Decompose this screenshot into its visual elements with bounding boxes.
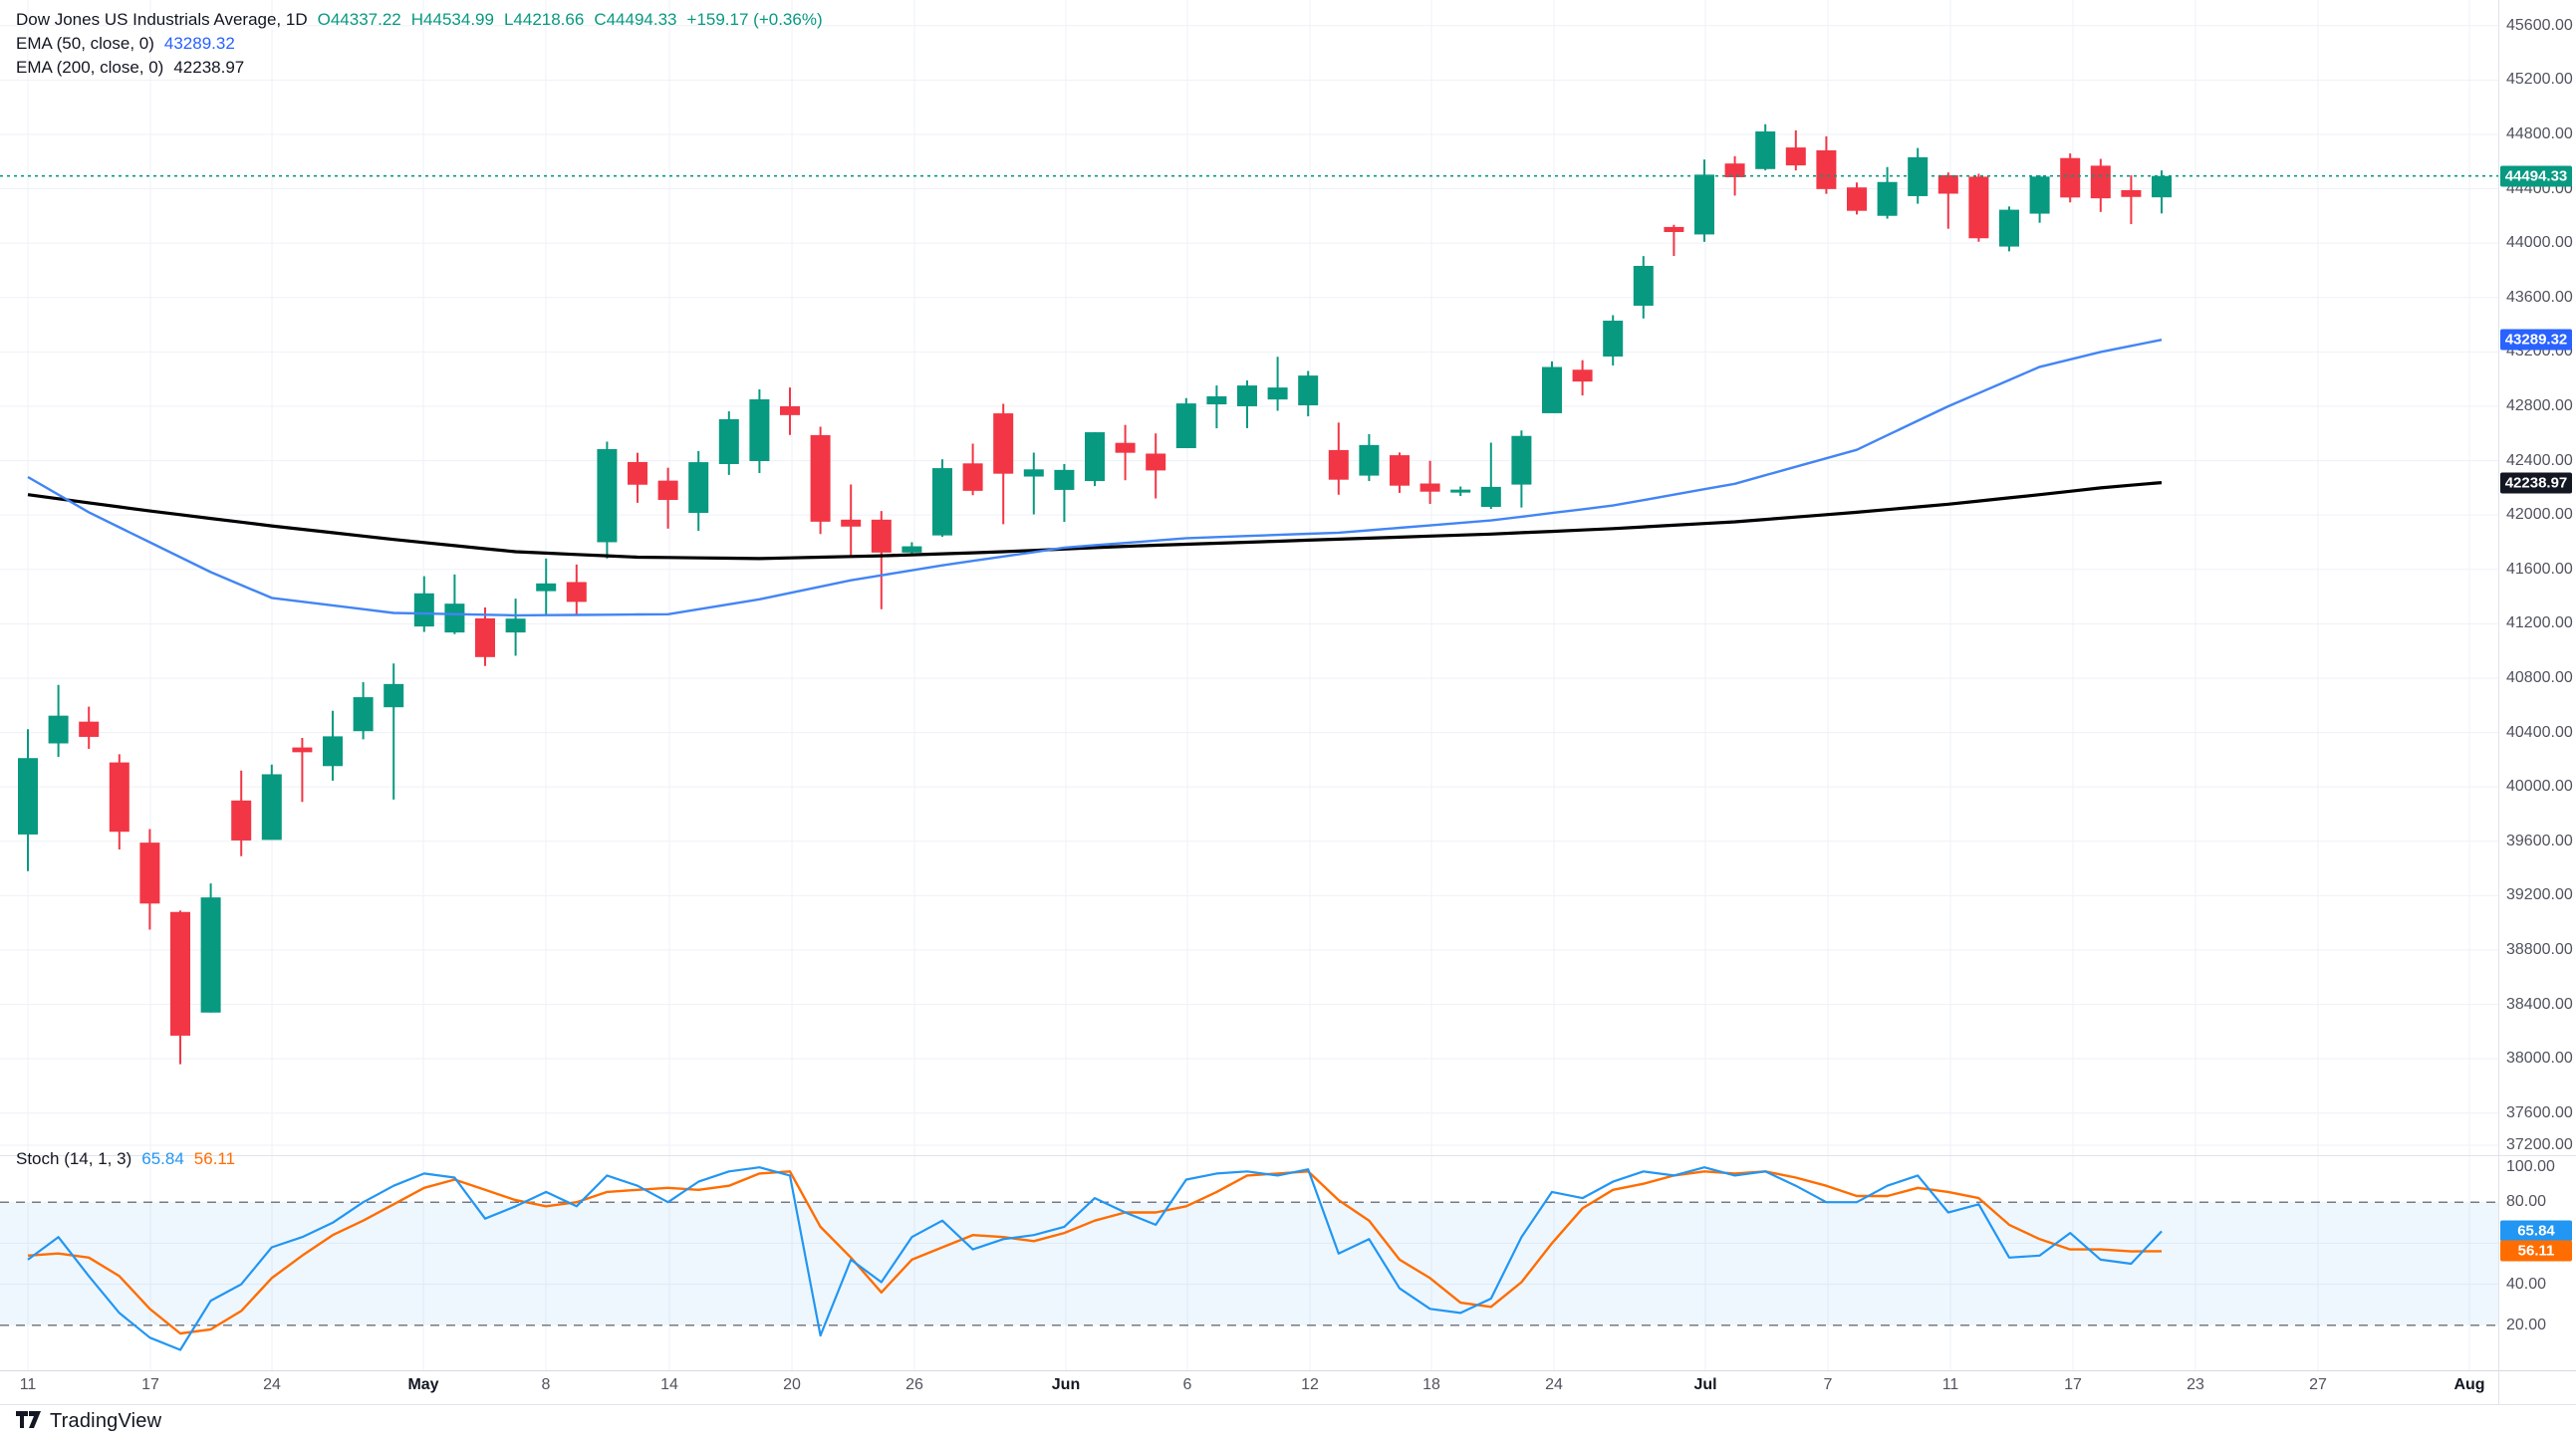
time-axis-label: 18 bbox=[1422, 1376, 1440, 1393]
candlestick-series bbox=[18, 123, 2172, 1065]
time-axis-label: Aug bbox=[2453, 1376, 2485, 1393]
symbol-title: Dow Jones US Industrials Average, 1D bbox=[16, 10, 308, 29]
price-axis-label: 37600.00 bbox=[2506, 1103, 2573, 1121]
ohlc-open: O44337.22 bbox=[317, 10, 401, 29]
price-axis-label: 42000.00 bbox=[2506, 506, 2573, 524]
time-axis-label: 17 bbox=[2064, 1376, 2082, 1393]
ema50-label: EMA (50, close, 0) bbox=[16, 34, 154, 53]
time-axis-label: 11 bbox=[19, 1376, 37, 1393]
chart-legend: Dow Jones US Industrials Average, 1D O44… bbox=[16, 8, 823, 80]
stoch-label: Stoch (14, 1, 3) bbox=[16, 1149, 132, 1168]
time-axis-label: 14 bbox=[660, 1376, 678, 1393]
time-axis-label: Jun bbox=[1051, 1376, 1081, 1393]
ema200-legend-row[interactable]: EMA (200, close, 0) 42238.97 bbox=[16, 56, 823, 80]
price-axis-label: 41600.00 bbox=[2506, 560, 2573, 578]
time-axis-label: 23 bbox=[2187, 1376, 2204, 1393]
tradingview-logo-text: TradingView bbox=[50, 1410, 162, 1432]
time-axis-label: 17 bbox=[141, 1376, 159, 1393]
time-axis-label: 24 bbox=[263, 1376, 281, 1393]
price-axis-label: 42800.00 bbox=[2506, 396, 2573, 414]
stoch-axis-label: 100.00 bbox=[2506, 1158, 2555, 1175]
ema200-label: EMA (200, close, 0) bbox=[16, 58, 164, 77]
price-axis-label: 38000.00 bbox=[2506, 1050, 2573, 1068]
price-badge: 42238.97 bbox=[2500, 472, 2572, 494]
time-axis-label: 11 bbox=[1941, 1376, 1959, 1393]
price-axis-label: 42400.00 bbox=[2506, 451, 2573, 469]
price-badge: 43289.32 bbox=[2500, 329, 2572, 351]
time-axis-label: 20 bbox=[783, 1376, 801, 1393]
stoch-d-value: 56.11 bbox=[193, 1149, 236, 1168]
time-axis-label: Jul bbox=[1693, 1376, 1717, 1393]
gridlines bbox=[0, 0, 2498, 1370]
price-axis-label: 41200.00 bbox=[2506, 614, 2573, 632]
price-axis-label: 39600.00 bbox=[2506, 832, 2573, 849]
tradingview-logo-icon bbox=[16, 1410, 41, 1428]
price-axis-label: 40800.00 bbox=[2506, 668, 2573, 686]
price-scale-separator[interactable] bbox=[2498, 0, 2499, 1404]
time-axis-label: 24 bbox=[1545, 1376, 1563, 1393]
stoch-d-line bbox=[27, 1170, 2163, 1335]
symbol-row[interactable]: Dow Jones US Industrials Average, 1D O44… bbox=[16, 8, 823, 32]
time-axis-label: 8 bbox=[541, 1376, 551, 1393]
stoch-badge: 56.11 bbox=[2500, 1240, 2572, 1262]
price-axis-label: 40000.00 bbox=[2506, 778, 2573, 796]
ema50-value: 43289.32 bbox=[163, 34, 235, 53]
ema200-line bbox=[27, 481, 2163, 561]
ema200-value: 42238.97 bbox=[173, 58, 245, 77]
price-axis-label: 44800.00 bbox=[2506, 124, 2573, 142]
time-axis-label: May bbox=[407, 1376, 439, 1393]
time-axis-label: 27 bbox=[2309, 1376, 2327, 1393]
change-value: +159.17 (+0.36%) bbox=[686, 10, 823, 29]
time-axis-separator bbox=[0, 1370, 2576, 1371]
time-axis-label: 12 bbox=[1301, 1376, 1319, 1393]
ohlc-high: H44534.99 bbox=[410, 10, 494, 29]
stoch-k-value: 65.84 bbox=[141, 1149, 184, 1168]
price-axis-label: 45600.00 bbox=[2506, 16, 2573, 34]
time-axis-label: 26 bbox=[905, 1376, 923, 1393]
pane-separator[interactable] bbox=[0, 1155, 2576, 1156]
stoch-k-line bbox=[27, 1166, 2163, 1351]
price-axis-label: 38400.00 bbox=[2506, 995, 2573, 1013]
footer-separator bbox=[0, 1404, 2576, 1405]
ohlc-close: C44494.33 bbox=[594, 10, 677, 29]
price-axis-label: 40400.00 bbox=[2506, 723, 2573, 741]
price-axis-label: 38800.00 bbox=[2506, 940, 2573, 958]
stoch-axis-label: 20.00 bbox=[2506, 1316, 2547, 1333]
price-badge: 44494.33 bbox=[2500, 165, 2572, 187]
ema50-line bbox=[27, 339, 2163, 617]
price-axis-label: 37200.00 bbox=[2506, 1136, 2573, 1153]
price-axis-label: 43600.00 bbox=[2506, 288, 2573, 306]
stoch-axis-label: 40.00 bbox=[2506, 1275, 2547, 1293]
ema50-legend-row[interactable]: EMA (50, close, 0) 43289.32 bbox=[16, 32, 823, 56]
price-axis-label: 44000.00 bbox=[2506, 234, 2573, 252]
stoch-axis-label: 80.00 bbox=[2506, 1193, 2547, 1211]
stoch-band bbox=[0, 1201, 2498, 1326]
stoch-legend-row[interactable]: Stoch (14, 1, 3) 65.84 56.11 bbox=[16, 1148, 235, 1170]
tradingview-logo[interactable]: TradingView bbox=[16, 1410, 161, 1433]
time-axis-label: 7 bbox=[1823, 1376, 1833, 1393]
time-axis-label: 6 bbox=[1182, 1376, 1192, 1393]
stoch-badge: 65.84 bbox=[2500, 1220, 2572, 1242]
ohlc-low: L44218.66 bbox=[503, 10, 585, 29]
price-axis-label: 39200.00 bbox=[2506, 886, 2573, 904]
price-axis-label: 45200.00 bbox=[2506, 71, 2573, 89]
